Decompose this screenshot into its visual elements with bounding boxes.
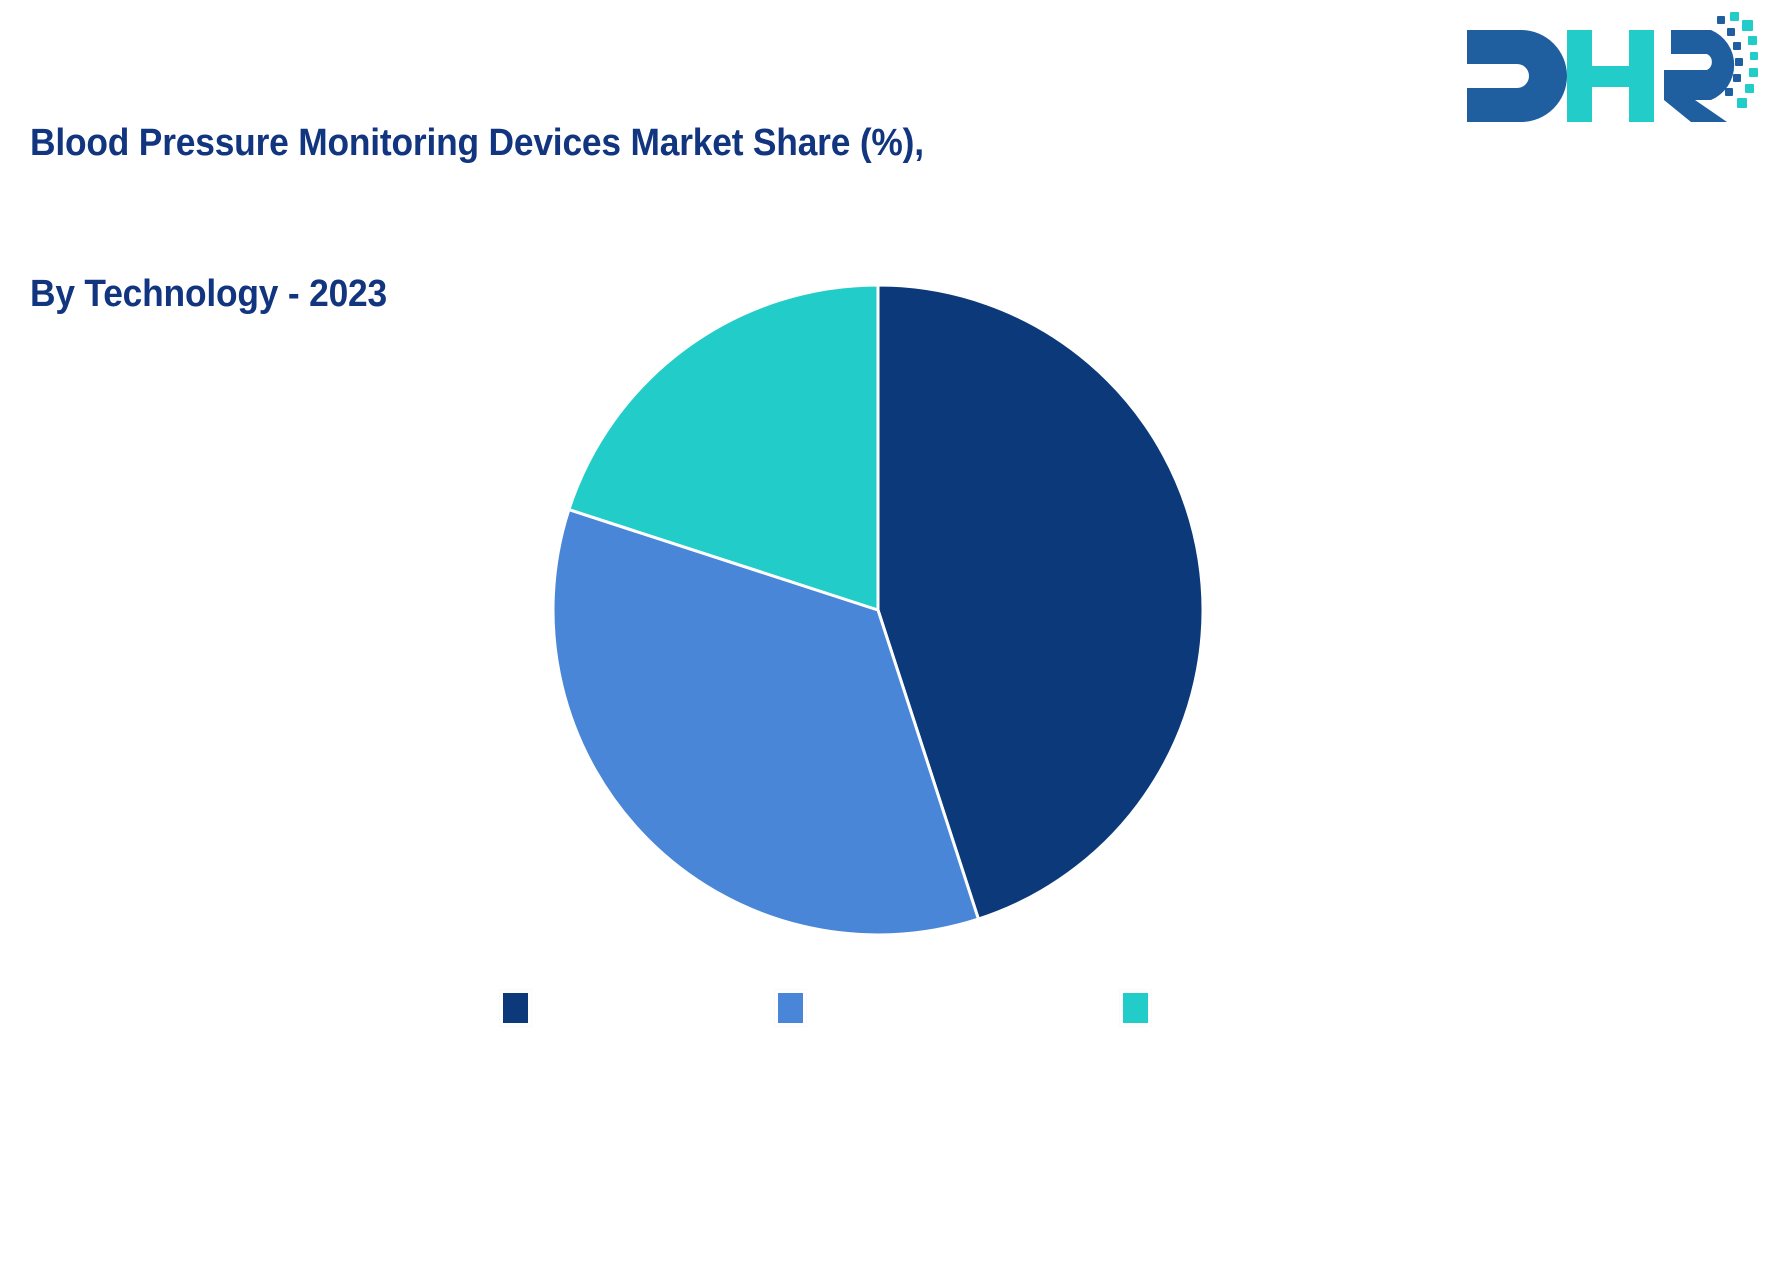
legend-swatch-icon [500, 990, 531, 1026]
legend-swatch-icon [775, 990, 806, 1026]
logo-letter-d-icon [1467, 30, 1567, 122]
logo-letter-h-icon [1567, 30, 1654, 122]
dhr-logo [1459, 8, 1759, 128]
pie-slice-group [551, 283, 1205, 937]
pie-slice[interactable] [567, 283, 880, 613]
pie-slice[interactable] [551, 507, 981, 937]
chart-legend [0, 986, 1777, 1032]
chart-title-line-1: Blood Pressure Monitoring Devices Market… [30, 122, 924, 165]
logo-arc-dots-inner-icon [1717, 16, 1743, 96]
legend-swatch-icon [1120, 990, 1151, 1026]
chart-title: Blood Pressure Monitoring Devices Market… [30, 18, 1332, 369]
pie-slice[interactable] [876, 283, 1205, 921]
legend-item[interactable] [775, 986, 816, 1030]
logo-letter-r-icon [1664, 30, 1735, 122]
logo-arc-dots-icon [1730, 12, 1758, 108]
chart-title-line-2: By Technology - 2023 [30, 272, 387, 315]
legend-item[interactable] [1120, 986, 1161, 1030]
legend-item[interactable] [500, 986, 541, 1030]
